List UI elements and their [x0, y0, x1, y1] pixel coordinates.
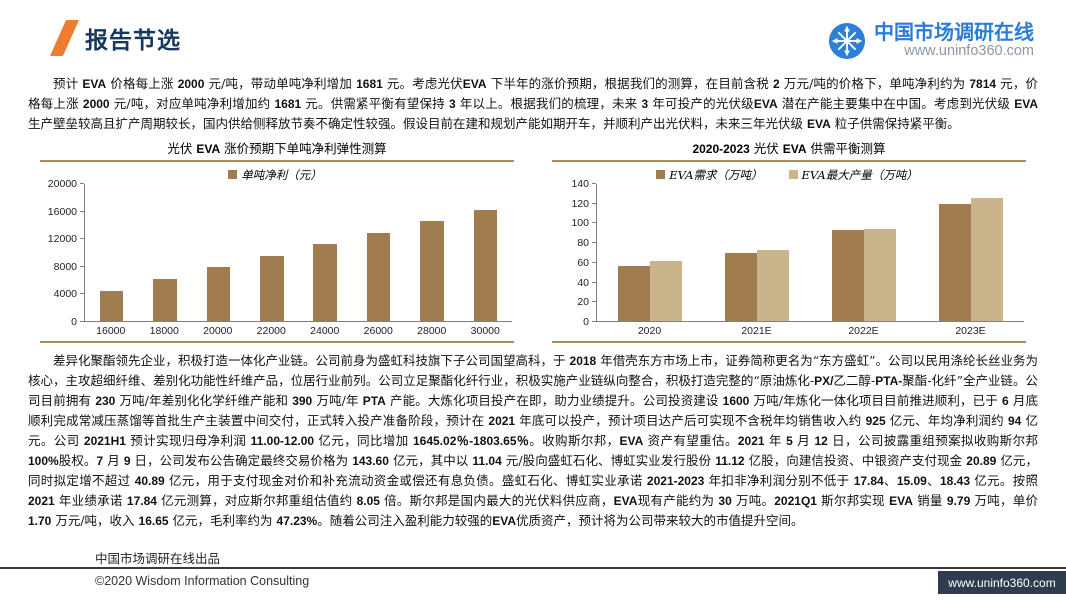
legend-item: EVA需求（万吨）: [656, 167, 763, 183]
brand: 中国市场调研在线 www.uninfo360.com: [828, 22, 1034, 60]
bar: [863, 229, 896, 321]
bar: [473, 209, 498, 321]
figures-row: 光伏 EVA 涨价预期下单吨净利弹性测算 单吨净利（元） 0 4000 8000 120…: [34, 138, 1032, 345]
paragraph-intro: 预计 EVA 价格每上涨 2000 元/吨，带动单吨净利增加 1681 元。考虑…: [28, 76, 1038, 131]
bar-group: [299, 184, 352, 321]
chart-title-left: 光伏 EVA 涨价预期下单吨净利弹性测算: [167, 141, 387, 156]
bar: [831, 230, 864, 321]
figure-profit-elasticity: 光伏 EVA 涨价预期下单吨净利弹性测算 单吨净利（元） 0 4000 8000 120…: [34, 138, 520, 345]
y-tick-label: 0: [71, 316, 77, 328]
bar-group: [405, 184, 458, 321]
legend-swatch-icon: [656, 170, 666, 179]
paragraph-company: 差异化聚酯领先企业，积极打造一体化产业链。公司前身为盛虹科技旗下子公司国望高科，…: [28, 353, 1038, 528]
y-tick-label: 40: [577, 276, 589, 289]
x-axis: 16000 18000 20000 22000 24000 26000 28000 30000: [84, 322, 512, 339]
bar: [938, 203, 971, 321]
page-footer: 中国市场调研在线出品 ©2020 Wisdom Information Cons…: [0, 548, 1066, 600]
y-tick-label: 60: [577, 256, 589, 269]
legend-item: EVA最大产量（万吨）: [788, 167, 918, 183]
x-tick-label: 24000: [310, 324, 340, 337]
bar-group: [459, 184, 512, 321]
x-tick-label: 2022E: [848, 324, 879, 337]
page-header: 报告节选 中国市场调研在线 www.uninfo360.com: [28, 0, 1038, 74]
x-tick-label: 22000: [256, 324, 286, 337]
footer-divider: [0, 567, 1066, 569]
y-tick-label: 12000: [47, 233, 77, 246]
x-tick-label: 28000: [417, 324, 447, 337]
bar: [313, 244, 337, 321]
bar-group: [138, 184, 191, 321]
x-axis: 2020 2021E 2022E 2023E: [596, 322, 1024, 339]
plot-area: [596, 184, 1024, 322]
bar-group: [811, 184, 918, 321]
y-tick-label: 20: [577, 296, 589, 309]
legend-item: 单吨净利（元）: [228, 167, 322, 183]
brand-url-link[interactable]: www.uninfo360.com: [904, 43, 1034, 60]
y-tick-label: 8000: [53, 260, 77, 273]
bar: [366, 232, 391, 321]
figure-rule-bottom: [40, 341, 514, 343]
bar-group: [85, 184, 138, 321]
bar-group: [704, 184, 811, 321]
bar-group: [597, 184, 704, 321]
y-tick-label: 20000: [47, 178, 77, 190]
bar-group: [352, 184, 405, 321]
chart-supply-demand: EVA需求（万吨） EVA最大产量（万吨） 0 20 40 60 80 100 120 140 20…: [546, 164, 1032, 339]
y-tick-label: 140: [571, 178, 589, 190]
bar: [153, 279, 177, 321]
slash-icon: [49, 20, 80, 56]
figure-rule-bottom: [552, 341, 1026, 343]
bar-group: [245, 184, 298, 321]
chart-legend: EVA需求（万吨） EVA最大产量（万吨）: [550, 166, 1024, 184]
x-tick-label: 18000: [149, 324, 179, 337]
chart-legend: 单吨净利（元）: [38, 166, 512, 184]
footer-site-link[interactable]: www.uninfo360.com: [938, 571, 1066, 594]
y-tick-label: 80: [577, 237, 589, 250]
x-tick-label: 26000: [363, 324, 393, 337]
brand-logo-icon: [828, 22, 866, 60]
footer-producer: 中国市场调研在线出品: [95, 552, 221, 566]
chart-profit-elasticity: 单吨净利（元） 0 4000 8000 12000 16000 20000 16000 1800…: [34, 164, 520, 339]
y-axis: 0 20 40 60 80 100 120 140: [550, 178, 596, 328]
y-tick-label: 100: [571, 217, 589, 230]
x-tick-label: 2023E: [955, 324, 986, 337]
figure-supply-demand: 2020-2023 光伏 EVA 供需平衡测算 EVA需求（万吨） EVA最大产量…: [546, 138, 1032, 345]
bar-group: [917, 184, 1024, 321]
x-tick-label: 30000: [470, 324, 500, 337]
bar: [725, 252, 758, 321]
bar: [206, 267, 231, 321]
y-tick-label: 4000: [53, 288, 77, 301]
x-tick-label: 16000: [96, 324, 126, 337]
y-tick-label: 0: [583, 316, 589, 328]
y-axis: 0 4000 8000 12000 16000 20000: [38, 178, 84, 328]
x-tick-label: 2021E: [741, 324, 772, 337]
brand-name: 中国市场调研在线: [874, 22, 1034, 45]
plot-area: [84, 184, 512, 322]
y-tick-label: 16000: [47, 205, 77, 218]
footer-copyright: ©2020 Wisdom Information Consulting: [95, 574, 310, 588]
bar: [650, 261, 683, 321]
bar: [420, 221, 444, 321]
page-title: 报告节选: [85, 27, 181, 53]
legend-swatch-icon: [228, 170, 238, 179]
x-tick-label: 20000: [203, 324, 233, 337]
x-tick-label: 2020: [637, 324, 662, 337]
bar-group: [192, 184, 245, 321]
legend-swatch-icon: [788, 170, 798, 179]
figure-rule-top: [40, 160, 514, 162]
bar: [260, 255, 284, 321]
figure-rule-top: [552, 160, 1026, 162]
bar: [99, 290, 124, 321]
chart-title-right: 2020-2023 光伏 EVA 供需平衡测算: [692, 141, 886, 156]
bar: [970, 197, 1003, 321]
y-tick-label: 120: [571, 197, 589, 210]
bar: [618, 266, 651, 321]
bar: [757, 249, 790, 321]
